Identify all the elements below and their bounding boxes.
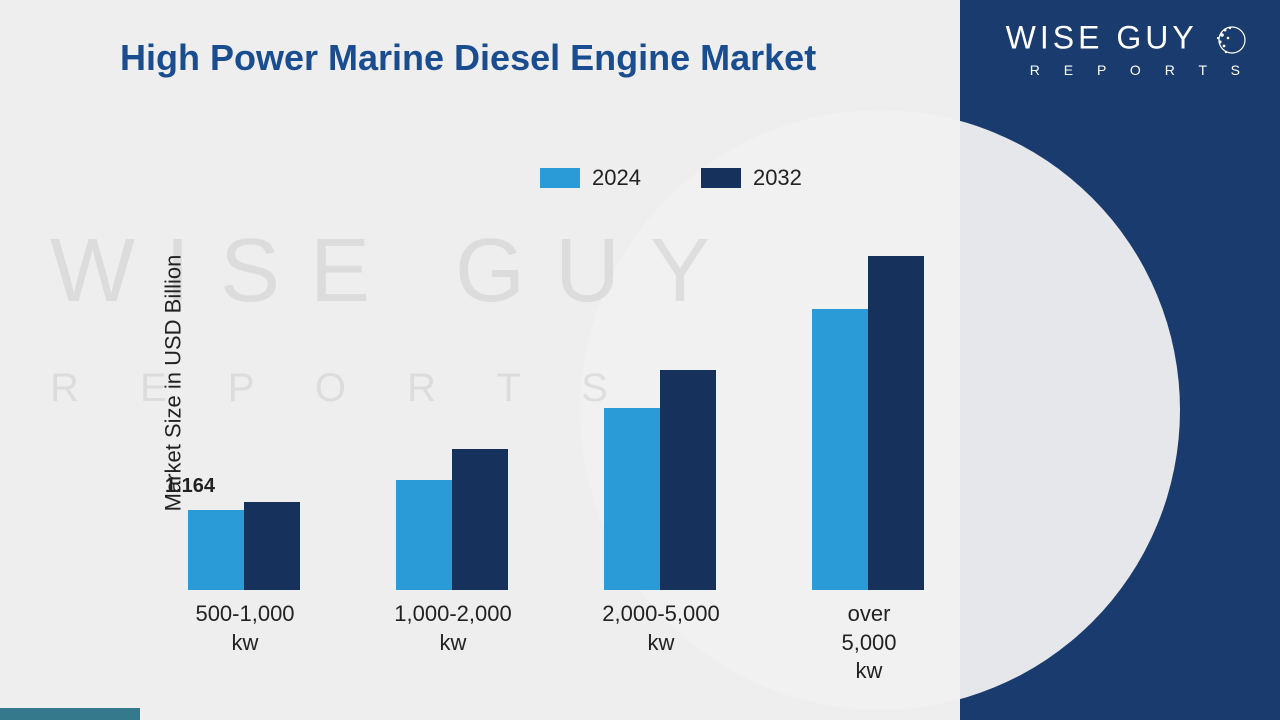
legend-label-2032: 2032: [753, 165, 802, 191]
bar-data-label: 1.164: [165, 475, 215, 498]
bar-2024: [396, 480, 452, 590]
x-axis-label: 500-1,000kw: [160, 600, 330, 657]
chart-plot-area: 1.164: [140, 210, 960, 590]
bar-2024: [188, 510, 244, 590]
bar-2024: [812, 309, 868, 590]
chart-title: High Power Marine Diesel Engine Market: [120, 35, 816, 80]
x-axis-label: 2,000-5,000kw: [576, 600, 746, 657]
legend-item-2032: 2032: [701, 165, 802, 191]
x-axis-label: 1,000-2,000kw: [368, 600, 538, 657]
bar-2032: [868, 256, 924, 590]
bottom-accent-bar: [0, 708, 140, 720]
legend-swatch-2032: [701, 168, 741, 188]
x-axis-label: over5,000kw: [784, 600, 954, 686]
bar-2024: [604, 408, 660, 590]
bar-2032: [660, 370, 716, 590]
bar-2032: [452, 449, 508, 590]
legend-swatch-2024: [540, 168, 580, 188]
legend-label-2024: 2024: [592, 165, 641, 191]
brand-head-icon: [1210, 20, 1250, 60]
brand-name: WISE GUY: [1006, 20, 1250, 60]
chart-legend: 2024 2032: [540, 165, 802, 191]
brand-name-text: WISE GUY: [1006, 19, 1197, 55]
legend-item-2024: 2024: [540, 165, 641, 191]
bar-2032: [244, 502, 300, 590]
brand-subtitle: R E P O R T S: [1006, 62, 1250, 78]
bars-container: 1.164: [140, 210, 960, 590]
brand-logo: WISE GUY R E P O R T S: [1006, 20, 1250, 78]
